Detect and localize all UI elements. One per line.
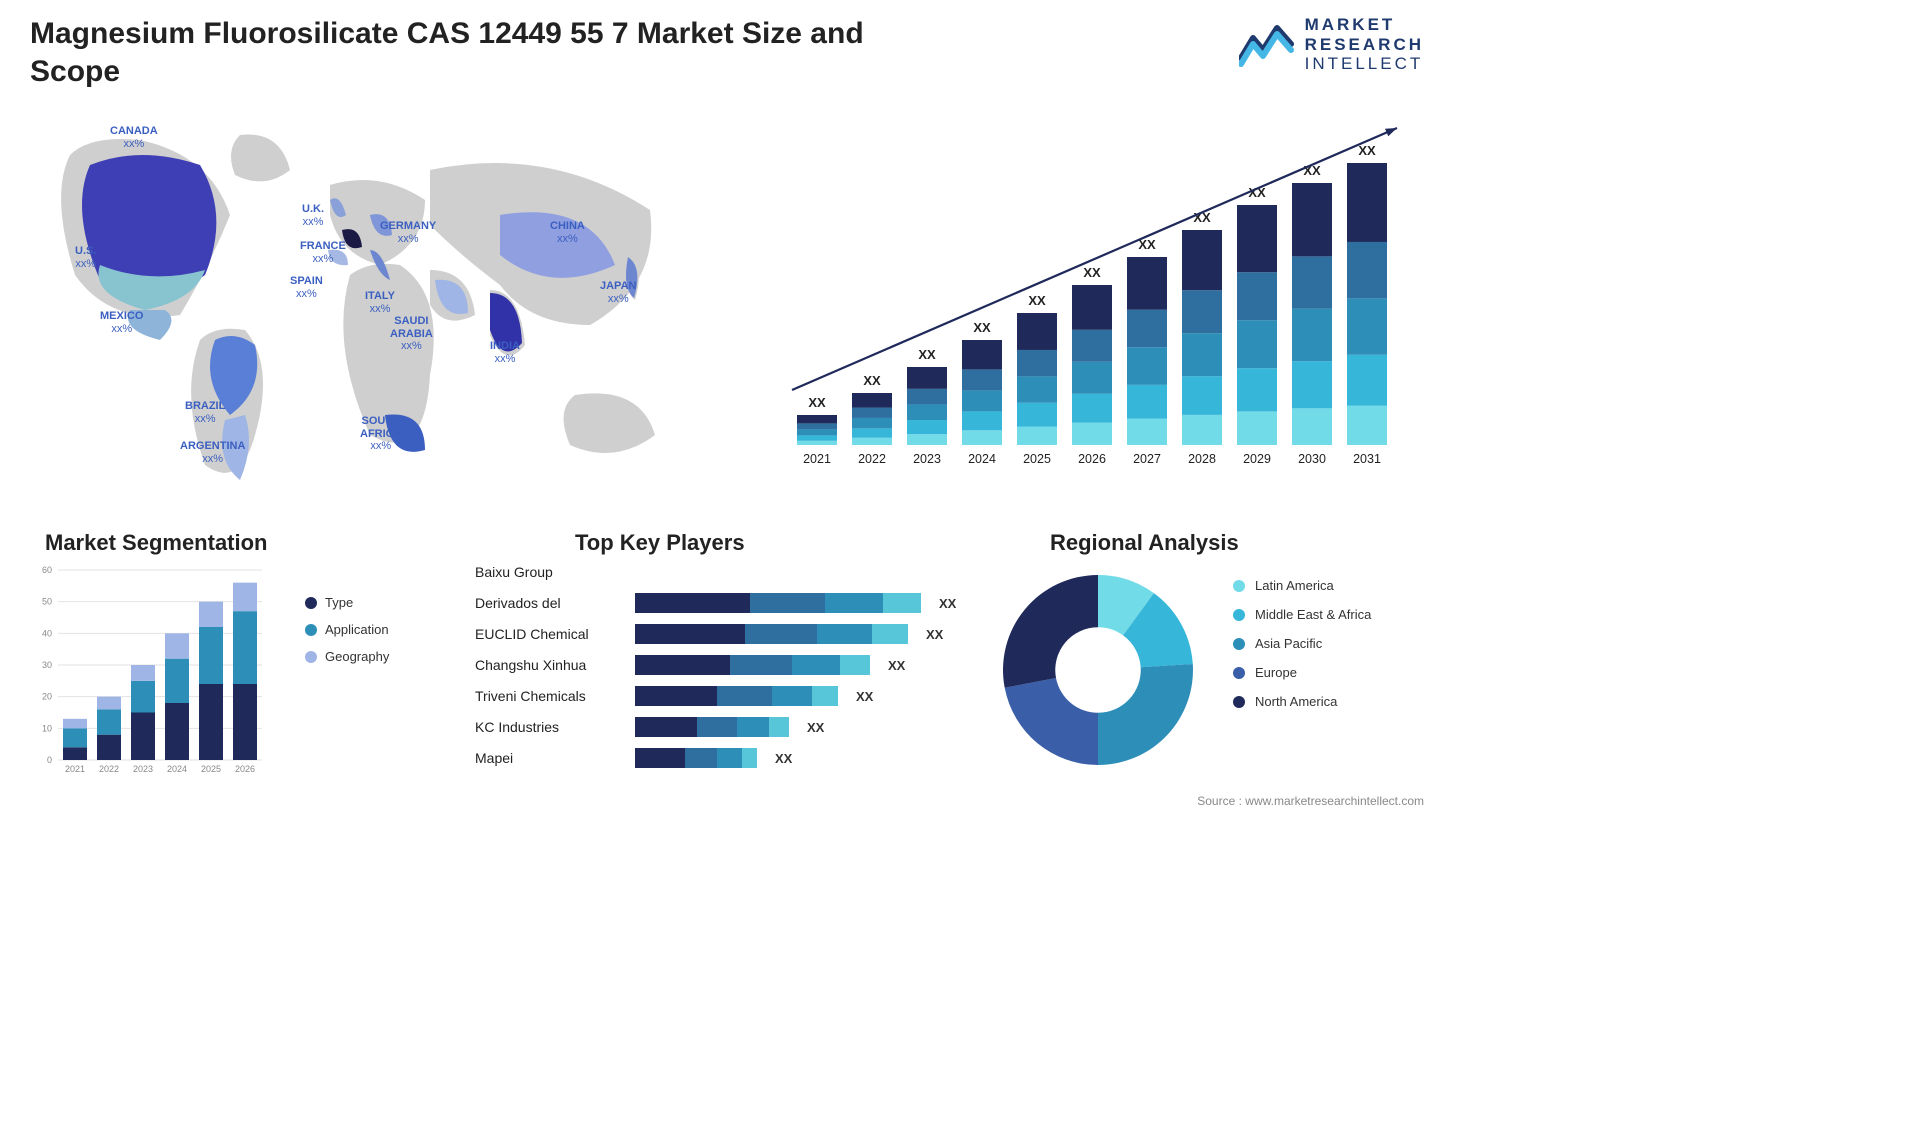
- player-value: XX: [939, 596, 956, 611]
- svg-text:2023: 2023: [913, 452, 941, 466]
- key-players-chart: Baixu GroupDerivados delXXEUCLID Chemica…: [475, 560, 965, 800]
- svg-text:XX: XX: [863, 373, 881, 388]
- map-label: U.S.xx%: [75, 245, 96, 270]
- svg-text:30: 30: [42, 660, 52, 670]
- segmentation-chart: 0 10 20 30 40 50 60 2021 2022 2023 2024 2025 2026 Ty…: [30, 560, 450, 800]
- svg-text:2024: 2024: [968, 452, 996, 466]
- source-attribution: Source : www.marketresearchintellect.com: [1197, 794, 1424, 808]
- brand-logo: MARKET RESEARCH INTELLECT: [1239, 15, 1424, 74]
- svg-text:2022: 2022: [99, 764, 119, 774]
- logo-line2: RESEARCH: [1305, 35, 1424, 55]
- player-value: XX: [807, 720, 824, 735]
- player-row: Derivados del XX: [475, 591, 965, 615]
- legend-item: Asia Pacific: [1233, 636, 1371, 651]
- player-name: Baixu Group: [475, 564, 625, 580]
- legend-item: Type: [305, 595, 389, 610]
- map-label: BRAZILxx%: [185, 400, 225, 425]
- svg-text:40: 40: [42, 628, 52, 638]
- svg-text:2026: 2026: [1078, 452, 1106, 466]
- segmentation-legend: Type Application Geography: [305, 595, 389, 676]
- player-row: Mapei XX: [475, 746, 965, 770]
- logo-line1: MARKET: [1305, 15, 1424, 35]
- svg-text:2028: 2028: [1188, 452, 1216, 466]
- player-bar: [635, 655, 870, 675]
- map-label: SOUTHAFRICAxx%: [360, 415, 402, 453]
- svg-text:2021: 2021: [803, 452, 831, 466]
- svg-text:XX: XX: [1248, 185, 1266, 200]
- svg-text:0: 0: [47, 755, 52, 765]
- logo-mark-icon: [1239, 20, 1295, 68]
- svg-text:2025: 2025: [1023, 452, 1051, 466]
- map-label: SPAINxx%: [290, 275, 323, 300]
- svg-text:50: 50: [42, 597, 52, 607]
- player-row: Baixu Group: [475, 560, 965, 584]
- player-row: Changshu Xinhua XX: [475, 653, 965, 677]
- player-value: XX: [926, 627, 943, 642]
- player-value: XX: [775, 751, 792, 766]
- player-row: EUCLID Chemical XX: [475, 622, 965, 646]
- map-label: ARGENTINAxx%: [180, 440, 245, 465]
- world-map: CANADAxx% U.S.xx% MEXICOxx% BRAZILxx% ARGENT…: [30, 115, 710, 505]
- legend-item: Middle East & Africa: [1233, 607, 1371, 622]
- svg-text:XX: XX: [808, 395, 826, 410]
- svg-text:60: 60: [42, 565, 52, 575]
- forecast-bar-chart: XX 2021 XX 2022 XX 2023 XX 2024 XX 2025 XX 2026 XX 20…: [779, 110, 1419, 480]
- map-label: JAPANxx%: [600, 280, 636, 305]
- logo-line3: INTELLECT: [1305, 54, 1424, 74]
- svg-text:2030: 2030: [1298, 452, 1326, 466]
- svg-text:10: 10: [42, 723, 52, 733]
- player-name: Triveni Chemicals: [475, 688, 625, 704]
- legend-item: Latin America: [1233, 578, 1371, 593]
- player-bar: [635, 624, 908, 644]
- player-value: XX: [856, 689, 873, 704]
- legend-item: Application: [305, 622, 389, 637]
- svg-text:2023: 2023: [133, 764, 153, 774]
- map-label: CANADAxx%: [110, 125, 158, 150]
- map-label: INDIAxx%: [490, 340, 520, 365]
- svg-text:2027: 2027: [1133, 452, 1161, 466]
- svg-text:XX: XX: [1358, 143, 1376, 158]
- regional-donut-chart: Latin America Middle East & Africa Asia Pa…: [988, 560, 1433, 800]
- player-name: EUCLID Chemical: [475, 626, 625, 642]
- map-label: U.K.xx%: [302, 203, 324, 228]
- legend-item: Europe: [1233, 665, 1371, 680]
- map-label: FRANCExx%: [300, 240, 346, 265]
- key-players-heading: Top Key Players: [575, 530, 745, 556]
- player-bar: [635, 593, 921, 613]
- legend-item: North America: [1233, 694, 1371, 709]
- svg-text:2024: 2024: [167, 764, 187, 774]
- map-label: SAUDIARABIAxx%: [390, 315, 433, 353]
- player-bar: [635, 686, 838, 706]
- svg-text:2021: 2021: [65, 764, 85, 774]
- player-bar: [635, 748, 757, 768]
- map-label: ITALYxx%: [365, 290, 395, 315]
- svg-text:XX: XX: [918, 347, 936, 362]
- segmentation-heading: Market Segmentation: [45, 530, 268, 556]
- page-title: Magnesium Fluorosilicate CAS 12449 55 7 …: [30, 15, 930, 90]
- regional-heading: Regional Analysis: [1050, 530, 1239, 556]
- player-value: XX: [888, 658, 905, 673]
- svg-text:2029: 2029: [1243, 452, 1271, 466]
- svg-text:XX: XX: [1083, 265, 1101, 280]
- svg-text:2022: 2022: [858, 452, 886, 466]
- player-name: KC Industries: [475, 719, 625, 735]
- player-bar: [635, 717, 789, 737]
- svg-text:XX: XX: [973, 320, 991, 335]
- svg-text:2031: 2031: [1353, 452, 1381, 466]
- player-row: KC Industries XX: [475, 715, 965, 739]
- player-name: Derivados del: [475, 595, 625, 611]
- regional-legend: Latin America Middle East & Africa Asia Pa…: [1233, 578, 1371, 723]
- svg-text:2025: 2025: [201, 764, 221, 774]
- player-name: Mapei: [475, 750, 625, 766]
- player-name: Changshu Xinhua: [475, 657, 625, 673]
- legend-item: Geography: [305, 649, 389, 664]
- map-label: CHINAxx%: [550, 220, 585, 245]
- map-label: GERMANYxx%: [380, 220, 436, 245]
- map-label: MEXICOxx%: [100, 310, 143, 335]
- svg-text:20: 20: [42, 692, 52, 702]
- svg-text:2026: 2026: [235, 764, 255, 774]
- player-row: Triveni Chemicals XX: [475, 684, 965, 708]
- svg-text:XX: XX: [1028, 293, 1046, 308]
